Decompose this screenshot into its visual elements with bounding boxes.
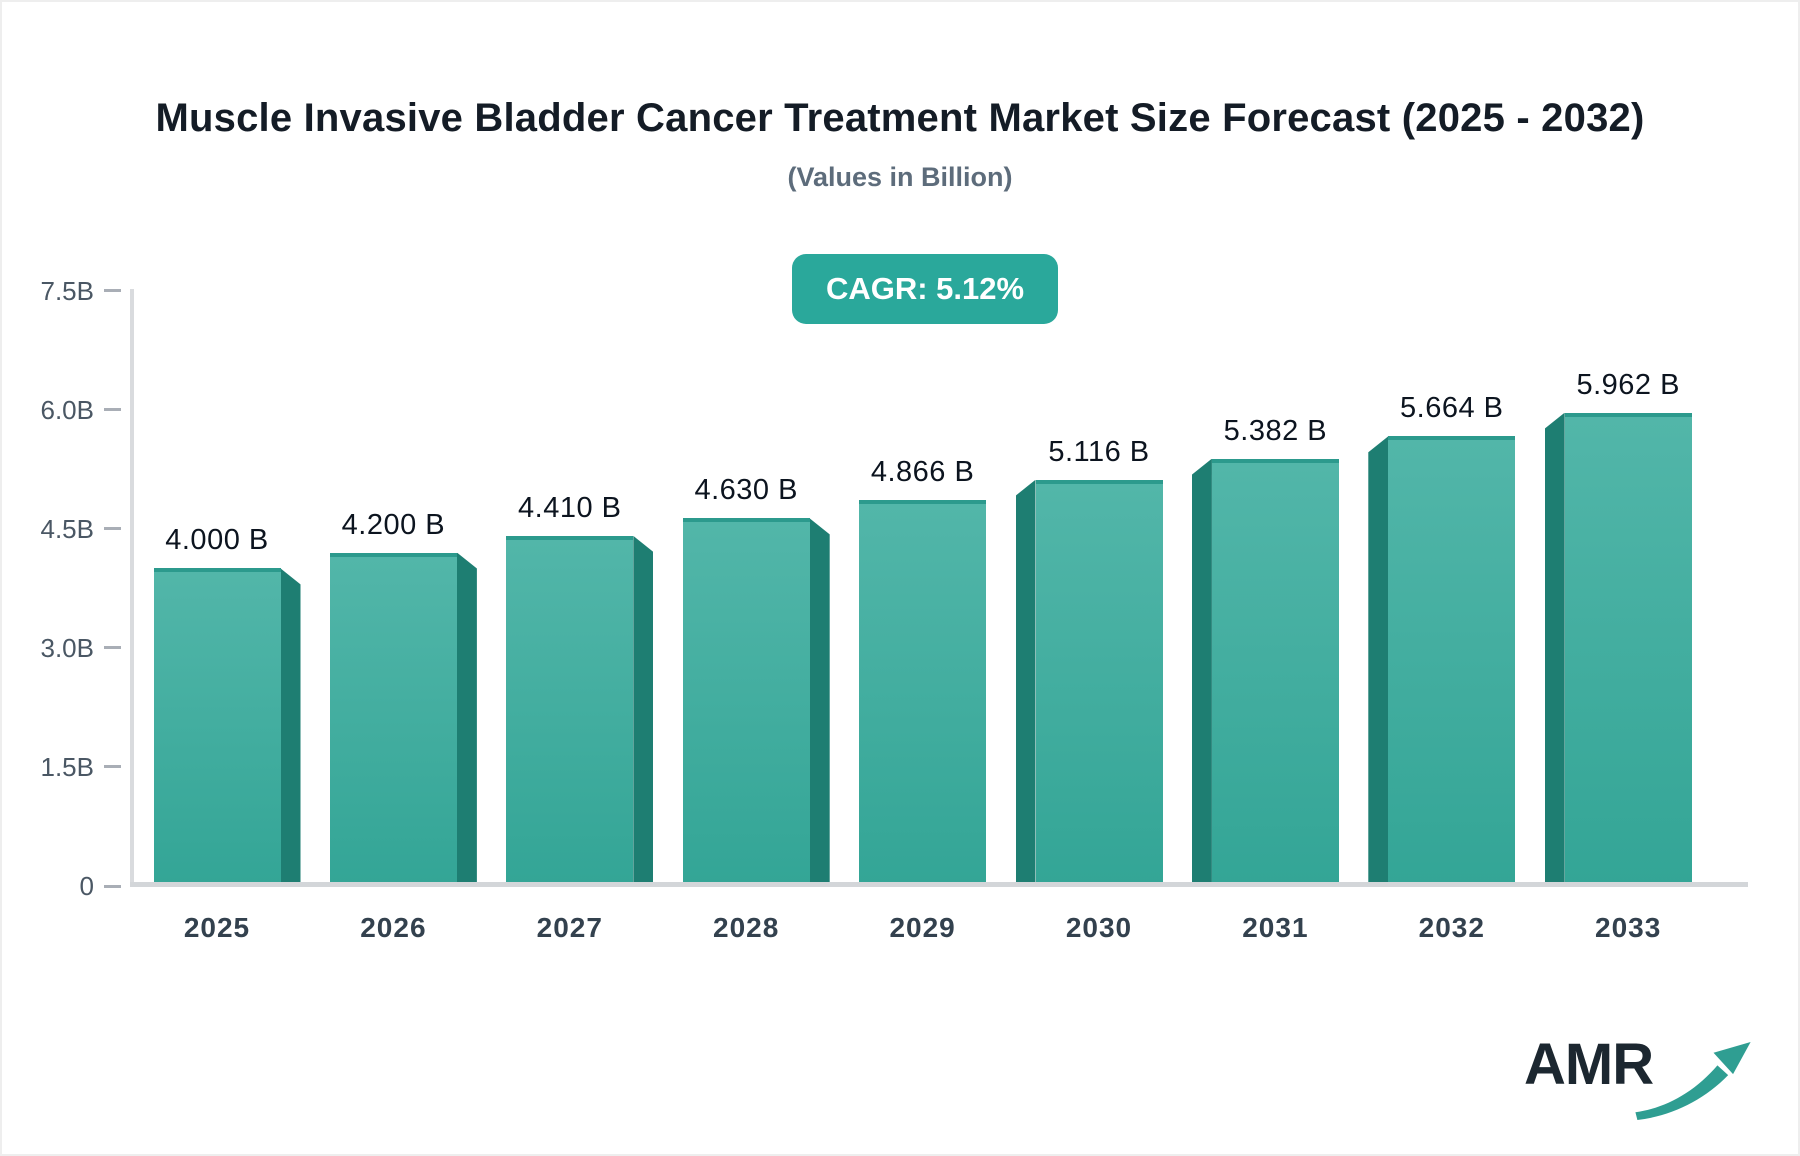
bar-value-label: 5.382 B: [1223, 414, 1328, 447]
bar-value-label: 5.962 B: [1576, 368, 1680, 401]
y-tick-label: 0: [79, 871, 94, 901]
x-tick-label: 2025: [183, 912, 251, 943]
y-tick-label: 3.0B: [40, 632, 95, 663]
bar-side-face: [456, 552, 477, 886]
cagr-badge: CAGR: 5.12%: [792, 254, 1058, 324]
bar-value-label: 4.866 B: [870, 455, 975, 488]
x-tick-label: 2028: [713, 912, 780, 943]
y-tick-dash: [104, 765, 121, 769]
y-tick-label: 4.5B: [40, 513, 95, 544]
y-tick-dash: [104, 408, 121, 412]
y-tick-dash: [104, 527, 121, 531]
bar-value-label: 5.116 B: [1048, 435, 1150, 468]
x-tick-label: 2030: [1065, 912, 1133, 943]
bar-group: [1544, 412, 1692, 886]
x-tick-label: 2026: [360, 912, 427, 943]
bar-face: [506, 535, 634, 886]
bar-side-face: [809, 518, 830, 886]
x-tick-label: 2031: [1242, 912, 1309, 943]
y-tick-dash: [104, 289, 121, 292]
y-tick-label: 7.5B: [40, 275, 95, 306]
bar-side-face: [1368, 436, 1389, 886]
bar-value-label: 4.000 B: [165, 524, 269, 557]
bar-side-face: [1191, 458, 1212, 886]
bar-face: [1388, 436, 1516, 886]
bar-group: [1368, 436, 1516, 886]
bar-group: [329, 552, 477, 886]
growth-arrow-icon: [1635, 1041, 1751, 1121]
bar-face: [682, 518, 810, 886]
x-axis-baseline: [130, 882, 1748, 887]
cagr-badge-label: CAGR: 5.12%: [825, 271, 1025, 306]
x-tick-label: 2032: [1418, 912, 1485, 943]
amr-logo: AMR: [1524, 1036, 1753, 1122]
bar-face: [859, 499, 987, 886]
chart-subtitle: (Values in Billion): [787, 162, 1013, 192]
chart-title: Muscle Invasive Bladder Cancer Treatment…: [155, 96, 1645, 140]
bar-group: [859, 499, 987, 886]
y-tick-label: 6.0B: [40, 394, 95, 425]
amr-logo-text: AMR: [1524, 1032, 1654, 1097]
bar-group: [682, 518, 830, 886]
bar-value-label: 5.664 B: [1400, 392, 1504, 425]
bar-side-face: [280, 568, 301, 886]
bar-group: [1015, 479, 1163, 886]
bar-face: [153, 568, 281, 886]
y-tick-label: 1.5B: [40, 751, 95, 782]
bar-side-face: [1544, 412, 1565, 886]
bar-face: [1211, 458, 1339, 886]
bar-side-face: [1015, 479, 1036, 886]
bar-face: [329, 552, 457, 886]
x-tick-label: 2027: [536, 912, 603, 943]
y-axis-line: [130, 289, 134, 886]
bar-group: [506, 535, 654, 886]
y-tick-dash: [104, 884, 121, 888]
x-tick-label: 2029: [889, 912, 956, 943]
bar-face: [1564, 412, 1692, 886]
x-tick-label: 2033: [1595, 912, 1662, 943]
bar-group: [153, 568, 301, 886]
bar-value-label: 4.630 B: [694, 474, 798, 507]
bar-value-label: 4.410 B: [518, 491, 622, 524]
bar-side-face: [633, 535, 654, 886]
y-tick-dash: [104, 646, 121, 650]
bar-value-label: 4.200 B: [341, 508, 446, 541]
bar-face: [1035, 479, 1163, 886]
bar-group: [1191, 458, 1339, 886]
